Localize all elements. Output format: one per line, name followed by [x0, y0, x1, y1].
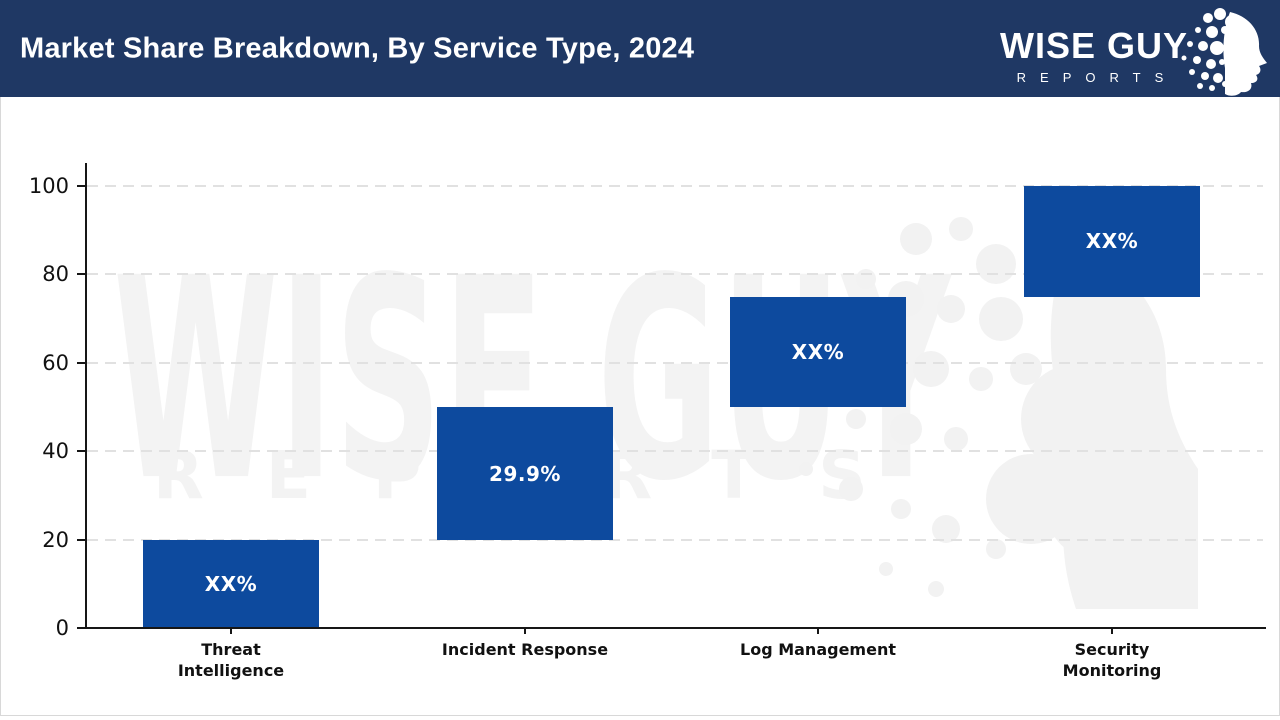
x-axis-label-log-management: Log Management: [688, 639, 948, 660]
bar-value-label: XX%: [1085, 229, 1139, 254]
x-axis-label-line: Log Management: [740, 640, 896, 659]
gridline-40: [87, 450, 1263, 453]
y-tick-label: 20: [42, 527, 69, 552]
y-tick-label: 0: [55, 616, 69, 640]
y-tick-label: 60: [42, 350, 69, 375]
gridline-60: [87, 361, 1263, 364]
x-tick-mark: [524, 629, 526, 634]
x-axis-label-security-monitoring: Security Monitoring: [982, 639, 1242, 681]
brand-logo-text: WISE GUY REPORTS: [1000, 25, 1188, 85]
y-axis-spine: [85, 163, 87, 629]
x-axis-label-line: Incident Response: [441, 640, 609, 659]
y-tick-label: 40: [42, 439, 69, 464]
gridline-100: [87, 185, 1263, 187]
brand-logo: WISE GUY REPORTS: [1000, 8, 1272, 96]
x-axis-label-line: Security: [1074, 640, 1150, 659]
page-title: Market Share Breakdown, By Service Type,…: [20, 32, 695, 64]
y-tick-mark: [77, 627, 85, 629]
bar-value-label: XX%: [791, 339, 845, 364]
y-tick-mark: [77, 273, 85, 276]
y-tick-mark: [77, 450, 85, 453]
bar-value-label: XX%: [204, 571, 258, 596]
x-tick-mark: [1111, 629, 1113, 634]
bar-log-management: XX%: [730, 296, 906, 408]
y-tick-mark: [77, 361, 85, 364]
brand-name: WISE GUY: [999, 25, 1188, 66]
gridline-20: [87, 538, 1263, 541]
bar-threat-intelligence: XX%: [143, 539, 319, 628]
y-tick-mark: [77, 538, 85, 541]
x-tick-mark: [230, 629, 232, 634]
x-axis-spine: [85, 627, 1266, 629]
bar-value-label: 29.9%: [489, 461, 561, 486]
x-axis-label-threat-intelligence: Threat Intelligence: [101, 639, 361, 681]
x-axis-label-line: Intelligence: [177, 661, 285, 680]
x-axis-label-line: Monitoring: [1062, 661, 1162, 680]
header-bar: Market Share Breakdown, By Service Type,…: [0, 0, 1280, 97]
y-tick-mark: [77, 185, 85, 187]
x-axis-label-incident-response: Incident Response: [395, 639, 655, 660]
chart-canvas: WISE GUY REPORTS 020406080100XX%ThreatIn…: [0, 97, 1280, 716]
y-tick-label: 80: [42, 262, 69, 287]
y-tick-label: 100: [28, 174, 69, 198]
gridline-80: [87, 273, 1263, 276]
x-tick-mark: [817, 629, 819, 634]
plot-area: 0 20 40 60 80 100 XX% Threat Intelligence 29.9% In…: [1, 97, 1279, 715]
x-axis-label-line: Threat: [201, 640, 261, 659]
bar-security-monitoring: XX%: [1024, 186, 1200, 297]
brand-tagline: REPORTS: [1016, 70, 1178, 85]
bar-incident-response: 29.9%: [437, 407, 613, 540]
logo-head-icon: [1181, 8, 1267, 96]
watermark-head-graphic: [799, 217, 1198, 609]
